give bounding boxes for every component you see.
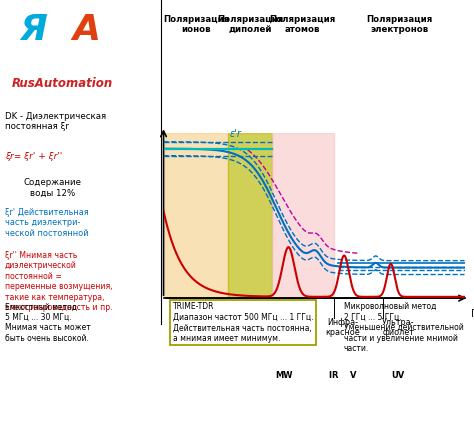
Text: Микро-
волны: Микро- волны: [269, 318, 299, 337]
Text: Емкостный метод
5 МГц ... 30 МГц.
Мнимая часть может
быть очень высокой.: Емкостный метод 5 МГц ... 30 МГц. Мнимая…: [5, 302, 91, 343]
Text: Я: Я: [19, 13, 47, 47]
Text: ξr'' Мнимая часть
диэлектрической
постоянной =
переменные возмущения,
такие как : ξr'' Мнимая часть диэлектрической постоя…: [5, 251, 112, 312]
Text: Ультра-
фиолет: Ультра- фиолет: [382, 318, 415, 337]
Text: DK - Диэлектрическая
постоянная ξr: DK - Диэлектрическая постоянная ξr: [5, 112, 106, 131]
Text: A: A: [72, 13, 100, 47]
Text: Поляризация
ионов: Поляризация ионов: [163, 15, 229, 34]
Bar: [272, 133, 334, 298]
Text: ε''r: ε''r: [266, 303, 280, 313]
Text: Поляризация
электронов: Поляризация электронов: [366, 15, 432, 34]
Text: IR    V: IR V: [329, 371, 356, 380]
Text: Поляризация
атомов: Поляризация атомов: [270, 15, 336, 34]
Text: Микроволновый метод
2 ГГц ... 5 ГГц.
Уменьшение действительной
части и увеличени: Микроволновый метод 2 ГГц ... 5 ГГц. Уме…: [344, 302, 464, 353]
Text: ε'r: ε'r: [230, 129, 242, 139]
Text: ГГц: ГГц: [471, 308, 474, 318]
Bar: [228, 133, 272, 298]
Text: ξr' Действительная
часть диэлектри-
ческой постоянной: ξr' Действительная часть диэлектри- ческ…: [5, 208, 89, 238]
Text: Содержание
воды 12%: Содержание воды 12%: [23, 178, 81, 197]
Text: Инфра-
красное: Инфра- красное: [325, 318, 360, 337]
Text: TRIME-TDR
Диапазон частот 500 МГц ... 1 ГГц.
Действительная часть постоянна,
а м: TRIME-TDR Диапазон частот 500 МГц ... 1 …: [173, 302, 313, 343]
Text: RusAutomation: RusAutomation: [12, 76, 113, 90]
Bar: [164, 133, 228, 298]
Text: ξr= ξr' + ξr'': ξr= ξr' + ξr'': [5, 152, 62, 161]
Text: Поляризация
диполей: Поляризация диполей: [217, 15, 283, 34]
Text: MW: MW: [275, 371, 292, 380]
Text: UV: UV: [392, 371, 405, 380]
